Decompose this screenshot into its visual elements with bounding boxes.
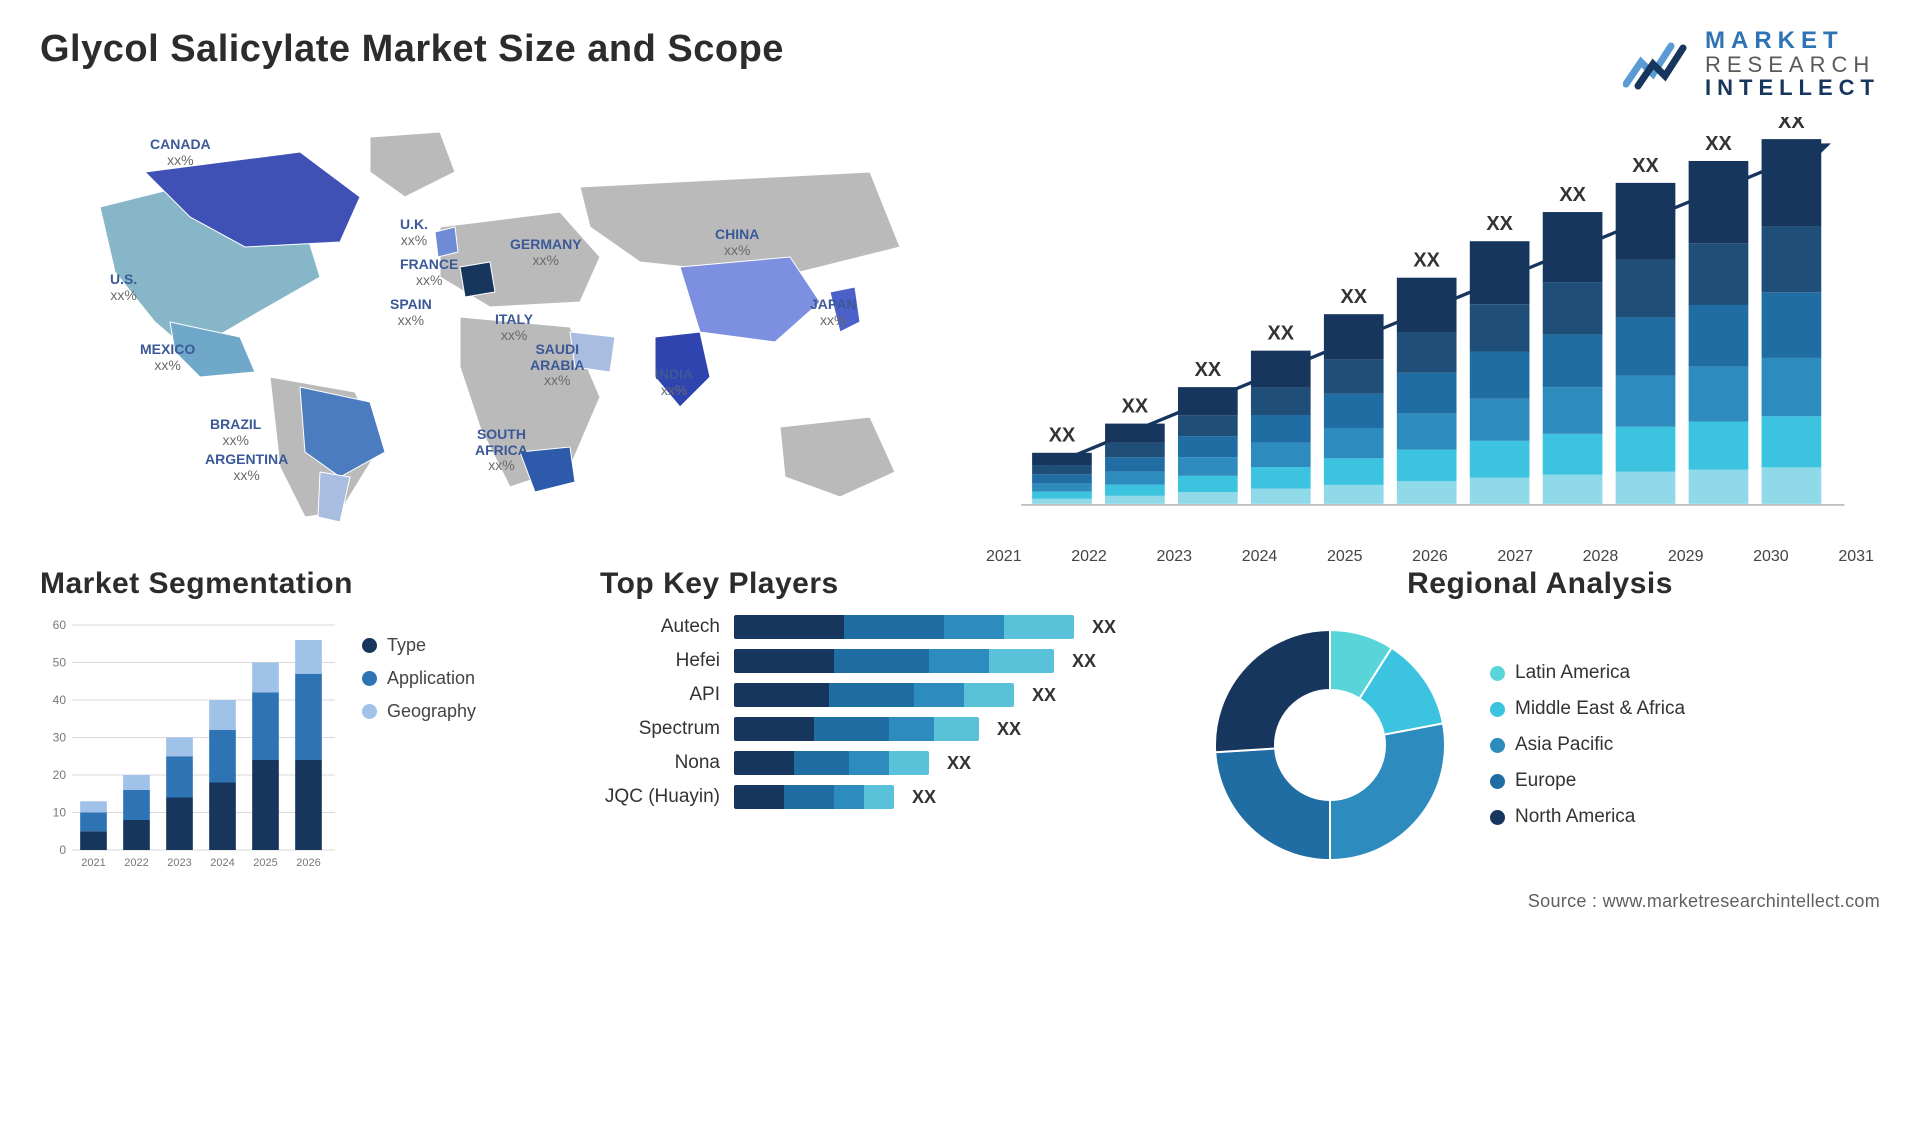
region-legend-latin-america: Latin America: [1490, 662, 1685, 684]
growth-year-2031: 2031: [1838, 548, 1874, 566]
map-label-argentina: ARGENTINAxx%: [205, 452, 288, 483]
svg-text:2022: 2022: [124, 857, 148, 869]
growth-year-2022: 2022: [1071, 548, 1107, 566]
growth-year-2030: 2030: [1753, 548, 1789, 566]
svg-text:XX: XX: [1705, 133, 1732, 155]
map-label-u-s-: U.S.xx%: [110, 272, 137, 303]
svg-text:60: 60: [53, 618, 67, 632]
players-title: Top Key Players: [600, 567, 1160, 601]
segmentation-legend: Type Application Geography: [362, 635, 476, 875]
growth-year-2029: 2029: [1668, 548, 1704, 566]
logo-icon: [1623, 34, 1693, 94]
player-row-autech: Autech XX: [600, 615, 1160, 639]
svg-text:2023: 2023: [167, 857, 191, 869]
svg-text:XX: XX: [1632, 155, 1659, 177]
svg-text:XX: XX: [1122, 396, 1149, 418]
player-value: XX: [1072, 651, 1096, 672]
svg-text:XX: XX: [1340, 287, 1367, 309]
player-bar: [734, 683, 1014, 707]
map-label-india: INDIAxx%: [655, 367, 693, 398]
world-map: CANADAxx% U.S.xx% MEXICOxx% BRAZILxx% ARGENT…: [40, 117, 940, 537]
logo-text-2: RESEARCH: [1705, 53, 1880, 76]
region-legend-asia-pacific: Asia Pacific: [1490, 734, 1685, 756]
svg-text:XX: XX: [1195, 359, 1222, 381]
player-name: Nona: [600, 752, 720, 774]
map-label-japan: JAPANxx%: [810, 297, 856, 328]
logo-text-3: INTELLECT: [1705, 76, 1880, 99]
segmentation-title: Market Segmentation: [40, 567, 560, 601]
player-name: JQC (Huayin): [600, 786, 720, 808]
svg-text:XX: XX: [1413, 250, 1440, 272]
player-name: API: [600, 684, 720, 706]
player-bar: [734, 649, 1054, 673]
region-legend-middle-east-africa: Middle East & Africa: [1490, 698, 1685, 720]
growth-year-2024: 2024: [1242, 548, 1278, 566]
player-name: Autech: [600, 616, 720, 638]
players-chart: AutechXXHefeiXXAPIXXSpectrumXXNonaXXJQC …: [600, 615, 1160, 809]
player-name: Hefei: [600, 650, 720, 672]
svg-text:0: 0: [59, 843, 66, 857]
player-row-nona: Nona XX: [600, 751, 1160, 775]
brand-logo: MARKET RESEARCH INTELLECT: [1623, 28, 1880, 99]
growth-year-2023: 2023: [1156, 548, 1192, 566]
player-value: XX: [1032, 685, 1056, 706]
svg-text:20: 20: [53, 768, 67, 782]
svg-text:2021: 2021: [81, 857, 105, 869]
svg-text:XX: XX: [1268, 323, 1295, 345]
svg-text:XX: XX: [1778, 117, 1805, 133]
map-label-u-k-: U.K.xx%: [400, 217, 428, 248]
region-legend-europe: Europe: [1490, 770, 1685, 792]
growth-year-2027: 2027: [1497, 548, 1533, 566]
segmentation-chart: 0 10 20 30 40 50 60 2021 2022 2023 2024 2025 2026: [40, 615, 340, 875]
regional-donut: [1200, 615, 1460, 875]
growth-year-2026: 2026: [1412, 548, 1448, 566]
map-label-france: FRANCExx%: [400, 257, 458, 288]
svg-text:XX: XX: [1486, 214, 1513, 236]
map-label-mexico: MEXICOxx%: [140, 342, 195, 373]
svg-text:50: 50: [53, 656, 67, 670]
logo-text-1: MARKET: [1705, 28, 1880, 53]
svg-text:2026: 2026: [296, 857, 320, 869]
growth-year-2028: 2028: [1583, 548, 1619, 566]
svg-text:XX: XX: [1049, 425, 1076, 447]
svg-text:40: 40: [53, 693, 67, 707]
growth-year-2021: 2021: [986, 548, 1022, 566]
player-bar: [734, 751, 929, 775]
player-bar: [734, 615, 1074, 639]
seg-legend-type: Type: [362, 635, 476, 656]
player-value: XX: [1092, 617, 1116, 638]
player-value: XX: [997, 719, 1021, 740]
regional-title: Regional Analysis: [1200, 567, 1880, 601]
map-label-spain: SPAINxx%: [390, 297, 432, 328]
svg-text:XX: XX: [1559, 184, 1586, 206]
map-label-china: CHINAxx%: [715, 227, 759, 258]
seg-legend-application: Application: [362, 668, 476, 689]
map-label-saudi-arabia: SAUDIARABIAxx%: [530, 342, 584, 388]
player-name: Spectrum: [600, 718, 720, 740]
player-value: XX: [947, 753, 971, 774]
page-title: Glycol Salicylate Market Size and Scope: [40, 28, 784, 71]
player-value: XX: [912, 787, 936, 808]
map-label-south-africa: SOUTHAFRICAxx%: [475, 427, 528, 473]
growth-chart: XXXXXXXXXXXXXXXXXXXXXX 20212022202320242…: [980, 117, 1880, 537]
map-label-germany: GERMANYxx%: [510, 237, 582, 268]
svg-text:30: 30: [53, 731, 67, 745]
player-row-api: API XX: [600, 683, 1160, 707]
map-label-canada: CANADAxx%: [150, 137, 211, 168]
player-row-jqc-huayin-: JQC (Huayin) XX: [600, 785, 1160, 809]
player-bar: [734, 785, 894, 809]
svg-text:2025: 2025: [253, 857, 277, 869]
player-row-spectrum: Spectrum XX: [600, 717, 1160, 741]
region-legend-north-america: North America: [1490, 806, 1685, 828]
map-label-italy: ITALYxx%: [495, 312, 533, 343]
seg-legend-geography: Geography: [362, 701, 476, 722]
map-label-brazil: BRAZILxx%: [210, 417, 261, 448]
player-bar: [734, 717, 979, 741]
source-line: Source : www.marketresearchintellect.com: [40, 891, 1880, 912]
svg-text:2024: 2024: [210, 857, 234, 869]
player-row-hefei: Hefei XX: [600, 649, 1160, 673]
regional-legend: Latin America Middle East & Africa Asia Pa…: [1490, 662, 1685, 828]
growth-year-2025: 2025: [1327, 548, 1363, 566]
svg-text:10: 10: [53, 806, 67, 820]
